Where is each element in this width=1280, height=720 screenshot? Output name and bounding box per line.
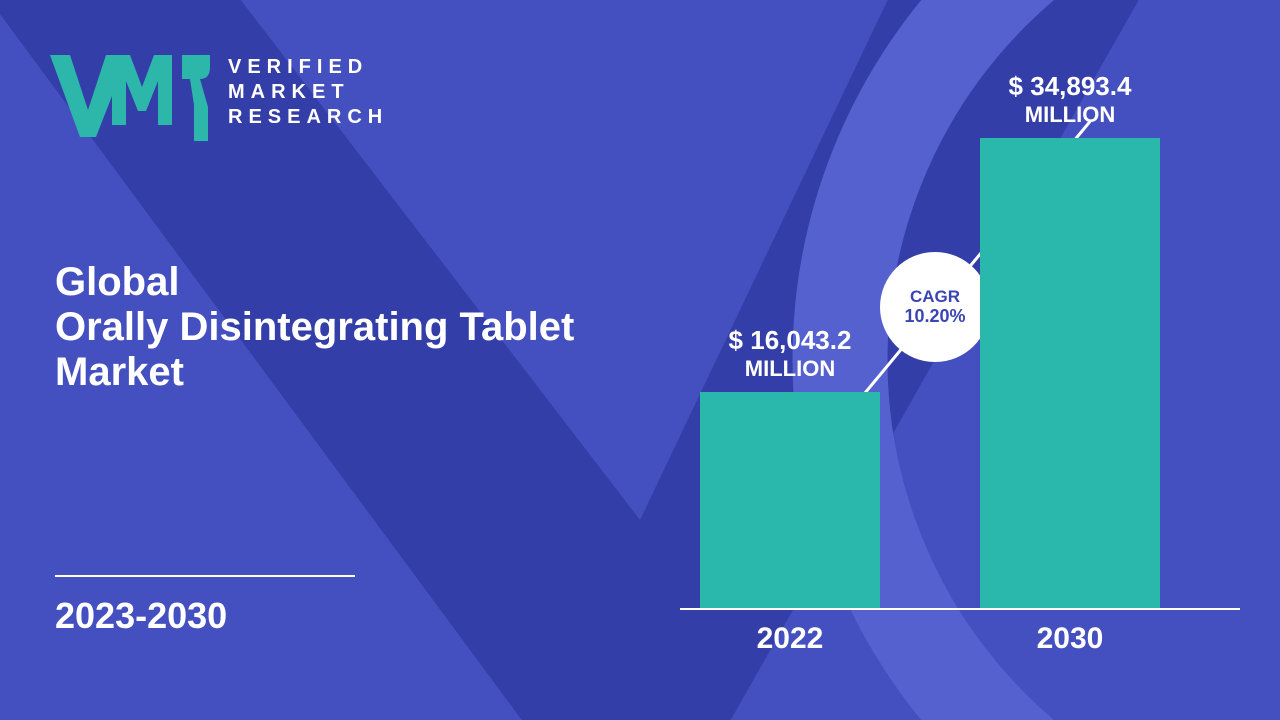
bar-value-label-2022: $ 16,043.2MILLION [690,325,890,382]
cagr-value: 10.20% [904,306,965,327]
forecast-period: 2023-2030 [55,595,227,637]
cagr-badge: CAGR 10.20% [880,252,990,362]
title-line-3: Market [55,350,574,395]
brand-name-line3: RESEARCH [228,105,388,130]
bar-2030 [980,138,1160,608]
bar-value-label-2030: $ 34,893.4MILLION [970,71,1170,128]
title-line-1: Global [55,260,574,305]
title-line-2: Orally Disintegrating Tablet [55,305,574,350]
page-title: Global Orally Disintegrating Tablet Mark… [55,260,574,395]
brand-name-line1: VERIFIED [228,55,388,80]
infographic-stage: VERIFIED MARKET RESEARCH Global Orally D… [0,0,1280,720]
vmr-logo-icon [50,55,210,145]
x-label-2022: 2022 [700,622,880,656]
bar-chart: CAGR 10.20% $ 16,043.2MILLION2022$ 34,89… [680,50,1240,610]
x-label-2030: 2030 [980,622,1160,656]
bar-2022 [700,392,880,608]
title-divider [55,575,355,577]
brand-logo: VERIFIED MARKET RESEARCH [50,55,388,145]
brand-name: VERIFIED MARKET RESEARCH [228,55,388,130]
brand-name-line2: MARKET [228,80,388,105]
x-axis [680,608,1240,610]
cagr-label: CAGR [910,287,960,307]
